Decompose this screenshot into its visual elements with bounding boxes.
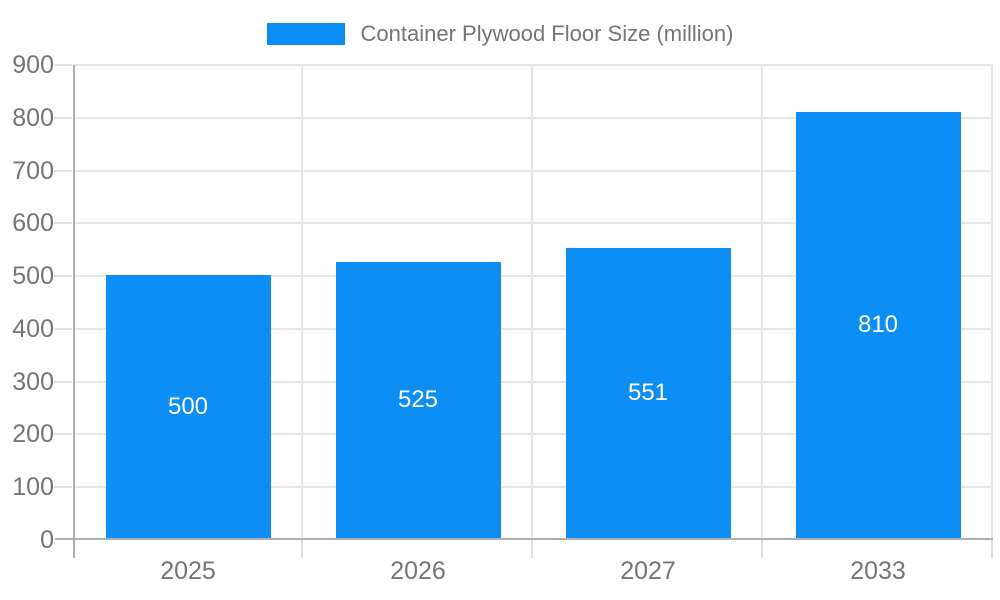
y-axis-tick-label: 0 xyxy=(40,526,54,554)
x-axis-category-label: 2026 xyxy=(390,557,446,585)
y-gridline xyxy=(73,380,993,383)
y-axis-tick xyxy=(54,327,72,330)
y-gridline xyxy=(73,433,993,436)
x-axis-category-label: 2025 xyxy=(160,557,216,585)
y-axis-tick xyxy=(54,116,72,119)
y-axis-tick-label: 300 xyxy=(12,367,54,396)
y-axis-tick-label: 700 xyxy=(12,156,54,185)
bar-2025[interactable]: 500 xyxy=(105,275,271,538)
x-axis-line xyxy=(55,538,993,540)
y-axis-tick-label: 800 xyxy=(12,103,54,132)
bar-2026[interactable]: 525 xyxy=(335,262,501,538)
y-axis-tick xyxy=(54,64,72,66)
x-axis-tick xyxy=(991,540,993,558)
plot-area: 500 525 551 810 xyxy=(54,64,993,558)
y-axis-tick-label: 400 xyxy=(12,314,54,343)
x-axis-tick xyxy=(301,540,303,558)
bar-2033[interactable]: 810 xyxy=(795,112,961,538)
bar-value-label: 551 xyxy=(627,379,669,406)
y-axis-tick xyxy=(54,486,72,489)
x-gridline xyxy=(761,65,763,540)
y-gridline xyxy=(73,116,993,119)
y-axis-tick xyxy=(54,275,72,278)
y-axis-tick-label: 900 xyxy=(12,51,54,79)
y-axis-tick-label: 500 xyxy=(12,262,54,291)
y-axis-tick xyxy=(54,380,72,383)
x-axis-tick xyxy=(531,540,533,558)
x-gridline xyxy=(531,65,533,540)
y-axis-tick-label: 600 xyxy=(12,209,54,238)
x-axis-category-label: 2033 xyxy=(850,557,906,585)
y-gridline xyxy=(73,64,993,66)
x-axis-category-label: 2027 xyxy=(620,557,676,585)
legend-item[interactable]: Container Plywood Floor Size (million) xyxy=(266,21,734,47)
y-gridline xyxy=(73,222,993,225)
y-axis-tick-label: 100 xyxy=(12,473,54,502)
bar-value-label: 525 xyxy=(397,386,439,413)
bar-value-label: 810 xyxy=(857,311,899,338)
x-gridline xyxy=(991,65,993,540)
y-gridline xyxy=(73,275,993,278)
y-gridline xyxy=(73,486,993,489)
x-axis-tick xyxy=(761,540,763,558)
bar-2027[interactable]: 551 xyxy=(565,248,731,538)
legend-color-swatch xyxy=(266,23,345,45)
y-gridline xyxy=(73,169,993,172)
legend-series-label: Container Plywood Floor Size (million) xyxy=(360,21,734,46)
x-gridline xyxy=(301,65,303,540)
y-axis-tick xyxy=(54,169,72,172)
y-axis-line xyxy=(73,65,75,558)
y-gridline xyxy=(73,327,993,330)
bar-value-label: 500 xyxy=(167,392,209,420)
y-axis-tick xyxy=(54,222,72,225)
y-axis-tick-label: 200 xyxy=(12,420,54,449)
legend: Container Plywood Floor Size (million) xyxy=(0,21,1000,47)
y-axis-tick xyxy=(54,433,72,436)
